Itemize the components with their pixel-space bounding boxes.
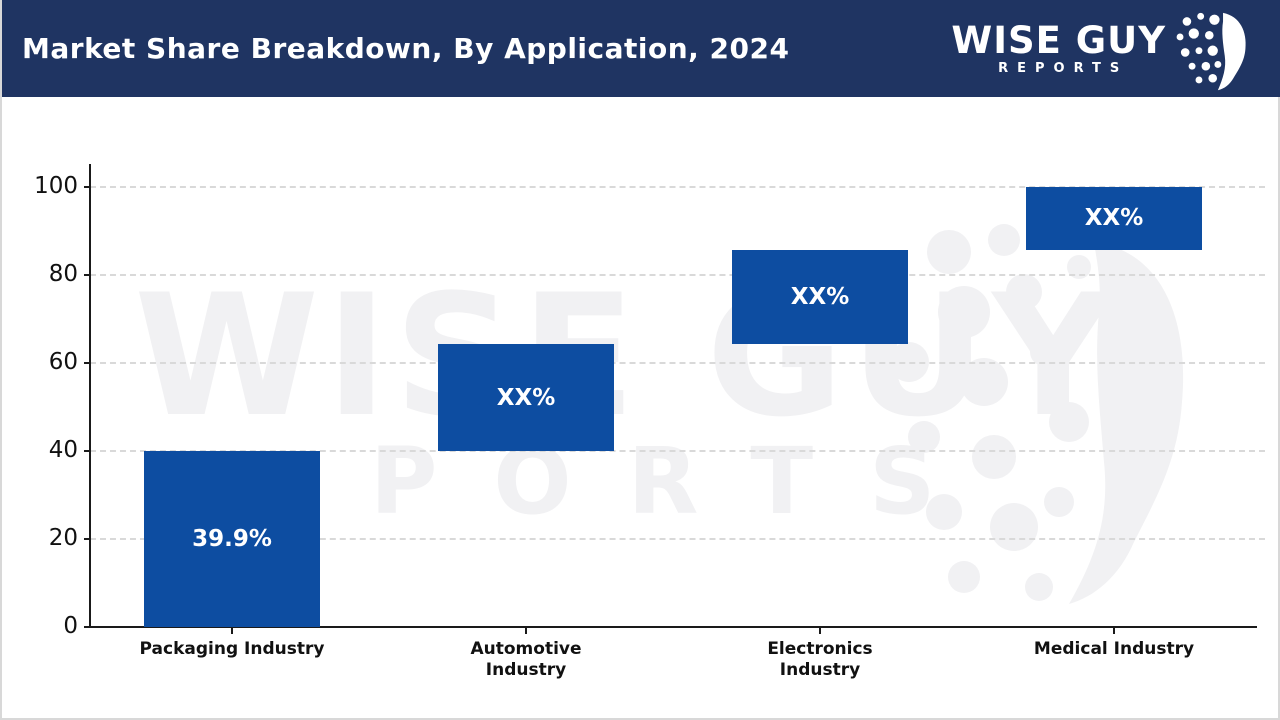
x-tick-mark [1113,628,1115,634]
y-gridline [90,450,1265,452]
bar-value-label: 39.9% [192,526,272,553]
y-tick-mark [84,538,90,540]
y-tick-label: 100 [34,173,78,199]
logo-face-icon [1176,12,1246,90]
logo-subtext: REPORTS [998,61,1129,76]
waterfall-bar-segment: XX% [438,343,614,452]
y-tick-label: 40 [48,437,78,463]
y-tick-label: 20 [48,525,78,551]
y-gridline [90,538,1265,540]
waterfall-bar-segment: XX% [1026,187,1202,250]
x-tick-mark [525,628,527,634]
x-tick-mark [819,628,821,634]
y-tick-mark [84,186,90,188]
wise-guy-logo: WISE GUY REPORTS [951,6,1254,92]
bar-value-label: XX% [496,384,556,411]
y-gridline [90,362,1265,364]
logo-text: WISE GUY REPORTS [951,22,1166,75]
x-tick-mark [231,628,233,634]
y-tick-mark [84,450,90,452]
header: Market Share Breakdown, By Application, … [2,0,1280,97]
waterfall-bar-segment: 39.9% [144,451,320,627]
y-tick-mark [84,626,90,628]
x-category-label: Automotive Industry [470,639,582,681]
y-tick-label: 80 [48,261,78,287]
x-category-label: Packaging Industry [139,639,325,659]
y-tick-mark [84,362,90,364]
page-title: Market Share Breakdown, By Application, … [22,32,790,65]
x-category-label: Medical Industry [1033,639,1195,659]
x-axis-line [89,626,1257,628]
y-tick-label: 0 [63,613,78,639]
waterfall-bar-segment: XX% [732,249,908,344]
y-tick-mark [84,274,90,276]
x-category-label: Electronics Industry [767,639,873,681]
logo-wordmark: WISE GUY [951,19,1166,62]
bar-value-label: XX% [1084,205,1144,232]
y-axis-line [89,164,91,628]
y-tick-label: 60 [48,349,78,375]
watermark-face-dots [880,224,1184,604]
y-gridline [90,274,1265,276]
y-gridline [90,186,1265,188]
bar-value-label: XX% [790,283,850,310]
